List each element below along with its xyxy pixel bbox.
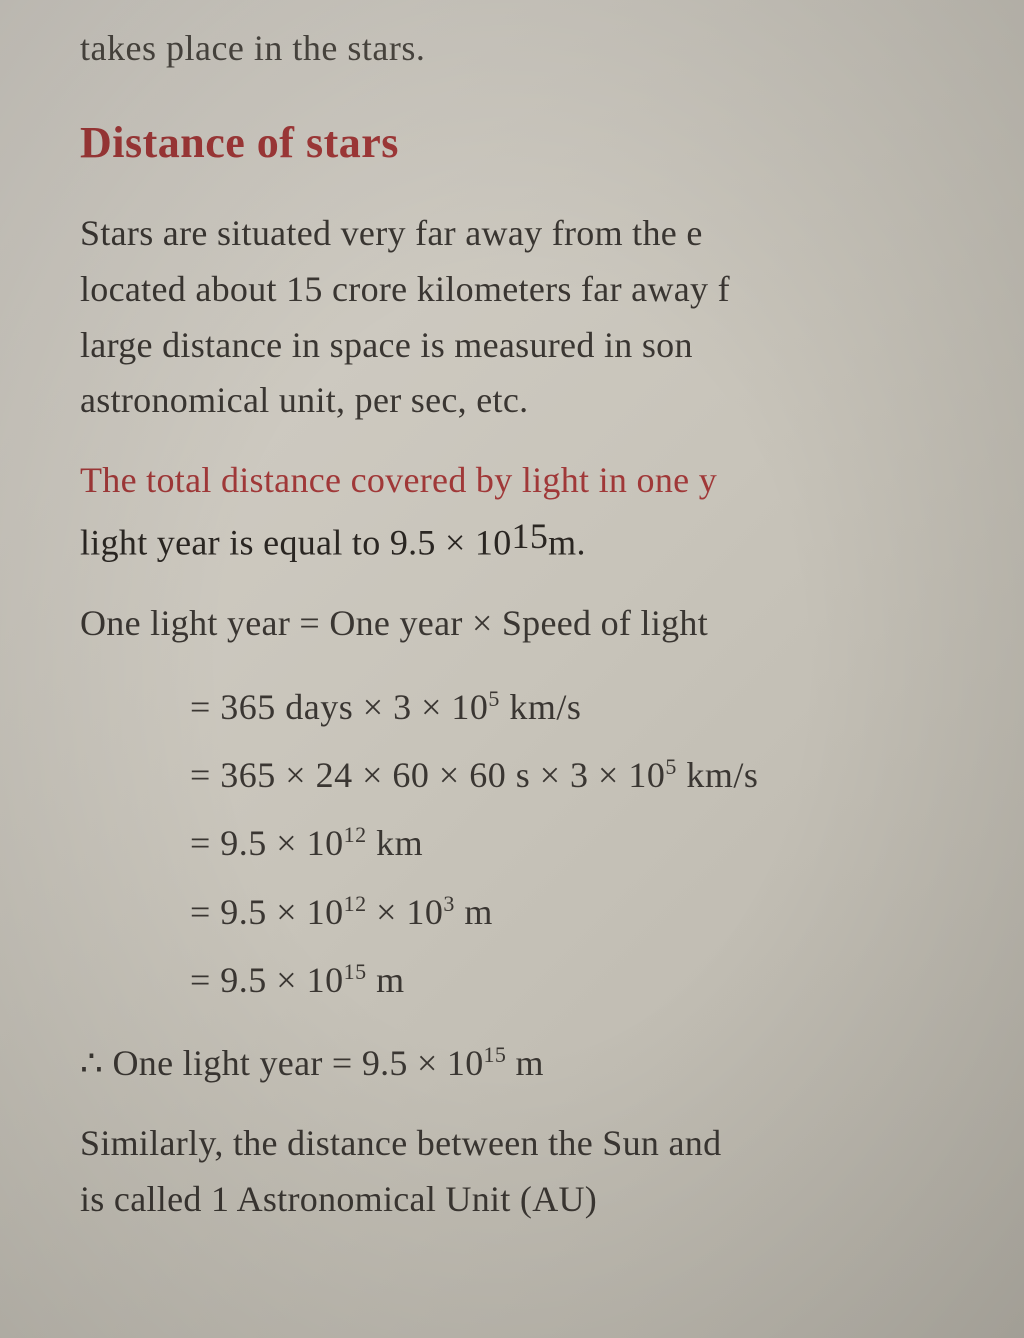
conclusion-exp: 15 [484, 1042, 507, 1067]
equation-step-2: = 365 × 24 × 60 × 60 s × 3 × 105 km/s [190, 741, 1004, 809]
eq5-prefix: = 9.5 × 10 [190, 960, 344, 1000]
partial-top-text: takes place in the stars. [80, 20, 1004, 78]
eq3-prefix: = 9.5 × 10 [190, 823, 344, 863]
p1-line1: Stars are situated very far away from th… [80, 213, 703, 253]
eq5-suffix: m [367, 960, 405, 1000]
bottom-paragraph: Similarly, the distance between the Sun … [80, 1116, 1004, 1228]
eq3-exp: 12 [344, 822, 367, 847]
p1-line3: large distance in space is measured in s… [80, 325, 693, 365]
conclusion-suffix: m [506, 1043, 544, 1083]
eq4-mid: × 10 [367, 892, 444, 932]
equation-intro: One light year = One year × Speed of lig… [80, 595, 1004, 653]
eq2-prefix: = 365 × 24 × 60 × 60 s × 3 × 10 [190, 755, 665, 795]
conclusion-prefix: ∴ One light year = 9.5 × 10 [80, 1043, 484, 1083]
eq2-exp: 5 [665, 754, 677, 779]
bottom-line1: Similarly, the distance between the Sun … [80, 1123, 721, 1163]
eq5-exp: 15 [344, 959, 367, 984]
eq1-exp: 5 [488, 686, 500, 711]
p1-line2: located about 15 crore kilometers far aw… [80, 269, 730, 309]
definition-block: The total distance covered by light in o… [80, 453, 1004, 571]
equation-step-4: = 9.5 × 1012 × 103 m [190, 878, 1004, 946]
bottom-line2: is called 1 Astronomical Unit (AU) [80, 1179, 597, 1219]
eq3-suffix: km [367, 823, 424, 863]
eq1-prefix: = 365 days × 3 × 10 [190, 687, 488, 727]
definition-line2-prefix: light year is equal to [80, 522, 390, 562]
equation-step-5: = 9.5 × 1015 m [190, 946, 1004, 1014]
textbook-page: takes place in the stars. Distance of st… [80, 20, 1004, 1228]
equation-step-1: = 365 days × 3 × 105 km/s [190, 673, 1004, 741]
paragraph-1: Stars are situated very far away from th… [80, 206, 1004, 429]
conclusion-line: ∴ One light year = 9.5 × 1015 m [80, 1035, 1004, 1093]
eq2-suffix: km/s [677, 755, 759, 795]
eq4-exp2: 3 [443, 891, 455, 916]
definition-unit: m. [548, 522, 586, 562]
eq4-prefix: = 9.5 × 10 [190, 892, 344, 932]
definition-value: 9.5 × 10 [390, 522, 512, 562]
equation-step-3: = 9.5 × 1012 km [190, 809, 1004, 877]
definition-exp: 15 [512, 516, 549, 556]
eq1-suffix: km/s [500, 687, 582, 727]
derivation-block: = 365 days × 3 × 105 km/s = 365 × 24 × 6… [80, 673, 1004, 1015]
section-heading: Distance of stars [80, 108, 1004, 178]
p1-line4: astronomical unit, per sec, etc. [80, 380, 528, 420]
eq4-exp1: 12 [344, 891, 367, 916]
eq4-suffix: m [455, 892, 493, 932]
definition-line1: The total distance covered by light in o… [80, 460, 717, 500]
